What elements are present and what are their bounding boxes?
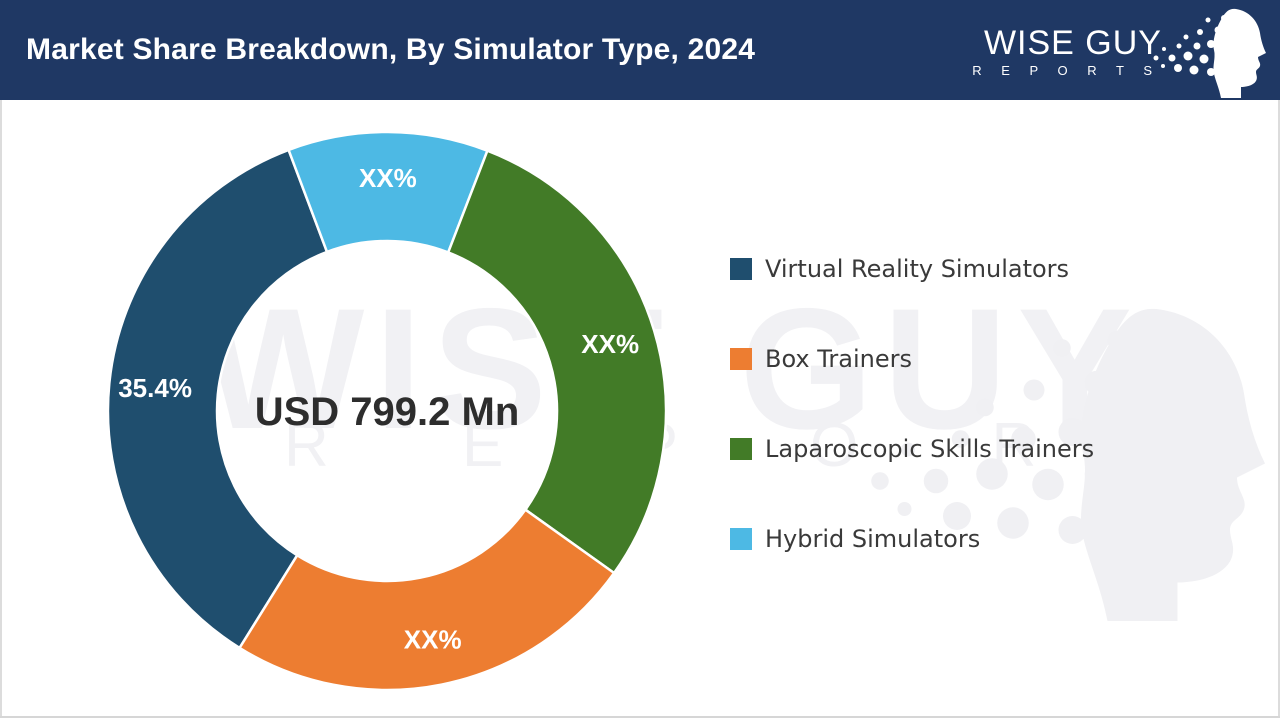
legend-label: Box Trainers [765, 345, 912, 373]
legend-label: Laparoscopic Skills Trainers [765, 435, 1095, 463]
header-bar: Market Share Breakdown, By Simulator Typ… [0, 0, 1280, 100]
legend-item-virtual-reality-simulators: Virtual Reality Simulators [730, 255, 1094, 283]
brand-logo-text: WISE GUY R E P O R T S [972, 24, 1162, 78]
slice-label-box-trainers: XX% [404, 625, 462, 655]
slice-label-laparoscopic-skills-trainers: XX% [581, 329, 639, 359]
brand-logo: WISE GUY R E P O R T S [972, 6, 1266, 98]
legend-swatch-laparoscopic-skills-trainers [730, 438, 752, 460]
legend-swatch-virtual-reality-simulators [730, 258, 752, 280]
legend-item-laparoscopic-skills-trainers: Laparoscopic Skills Trainers [730, 435, 1095, 463]
page-title: Market Share Breakdown, By Simulator Typ… [26, 33, 756, 66]
donut-segment-laparoscopic-skills-trainers [446, 149, 668, 575]
slice-label-hybrid-simulators: XX% [359, 163, 417, 193]
donut-svg: USD 799.2 Mn 35.4% XX% XX% XX% [106, 130, 668, 692]
brand-subname: R E P O R T S [972, 62, 1160, 78]
chart-legend: Virtual Reality Simulators Box Trainers … [730, 255, 1095, 553]
brand-name: WISE GUY [983, 24, 1162, 63]
legend-swatch-hybrid-simulators [730, 528, 752, 550]
legend-label: Virtual Reality Simulators [765, 255, 1070, 283]
legend-item-box-trainers: Box Trainers [730, 345, 1094, 373]
donut-segment-box-trainers [238, 508, 616, 692]
legend-swatch-box-trainers [730, 348, 752, 370]
donut-center-value: USD 799.2 Mn [255, 390, 520, 434]
chart-canvas: WISE GUY R E P O R T S USD 799.2 Mn 35.4… [0, 100, 1280, 718]
brand-face-icon [1153, 8, 1266, 98]
footer-divider [0, 716, 1280, 718]
slice-label-virtual-reality-simulators: 35.4% [118, 373, 192, 403]
donut-segment-virtual-reality-simulators [106, 148, 329, 650]
legend-label: Hybrid Simulators [765, 525, 981, 553]
legend-item-hybrid-simulators: Hybrid Simulators [730, 525, 1094, 553]
donut-chart: USD 799.2 Mn 35.4% XX% XX% XX% [97, 121, 677, 701]
